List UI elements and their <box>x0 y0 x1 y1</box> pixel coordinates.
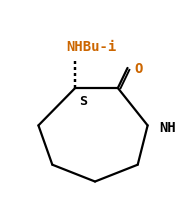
Text: NH: NH <box>159 121 176 135</box>
Text: NHBu-i: NHBu-i <box>66 40 117 54</box>
Text: O: O <box>134 62 142 76</box>
Text: S: S <box>79 95 87 108</box>
